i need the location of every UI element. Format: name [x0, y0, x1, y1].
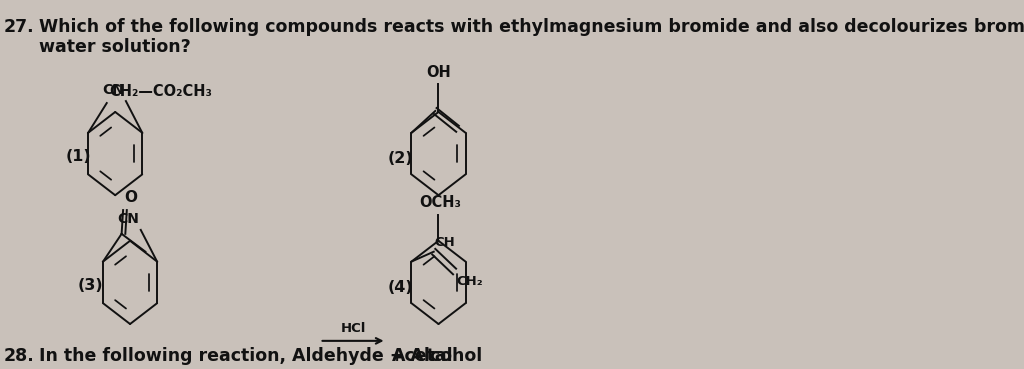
Text: Acetal: Acetal: [392, 347, 454, 365]
Text: OCH₃: OCH₃: [419, 195, 461, 210]
Text: CN: CN: [118, 212, 139, 226]
Text: Which of the following compounds reacts with ethylmagnesium bromide and also dec: Which of the following compounds reacts …: [39, 18, 1024, 36]
Text: CH₂—CO₂CH₃: CH₂—CO₂CH₃: [109, 84, 212, 99]
Text: CH₂: CH₂: [456, 276, 482, 289]
Text: CN: CN: [102, 83, 124, 97]
Text: (4): (4): [388, 280, 414, 295]
Text: 27.: 27.: [4, 18, 35, 36]
Text: HCl: HCl: [340, 322, 366, 335]
Text: (1): (1): [66, 149, 91, 164]
Text: O: O: [125, 190, 137, 205]
Text: water solution?: water solution?: [39, 38, 190, 56]
Text: CH: CH: [434, 236, 456, 249]
Text: (3): (3): [78, 278, 103, 293]
Text: (2): (2): [388, 151, 414, 166]
Text: In the following reaction, Aldehyde + Alcohol: In the following reaction, Aldehyde + Al…: [39, 347, 482, 365]
Text: 28.: 28.: [4, 347, 35, 365]
Text: OH: OH: [426, 65, 451, 80]
